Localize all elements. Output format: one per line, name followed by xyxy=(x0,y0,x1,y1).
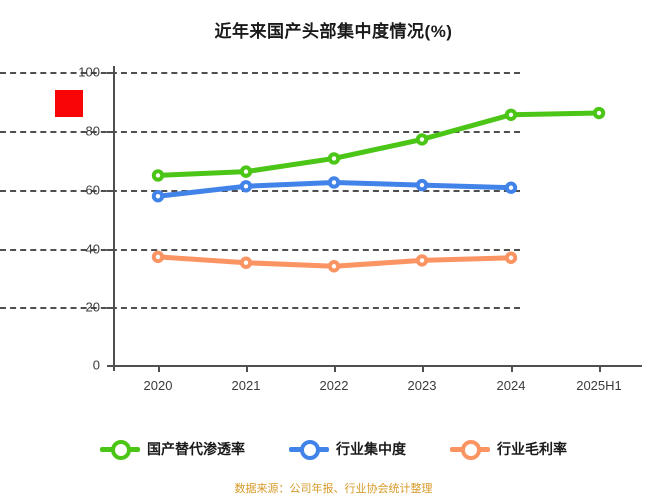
data-point-0-4[interactable] xyxy=(504,108,518,121)
data-point-2-2[interactable] xyxy=(327,260,341,273)
gridline-20 xyxy=(0,307,520,309)
x-tick-mark-2023 xyxy=(422,365,424,372)
data-point-0-1[interactable] xyxy=(239,165,253,178)
y-tick-label-0: 0 xyxy=(92,357,100,373)
chart-legend: 国产替代渗透率 行业集中度 行业毛利率 xyxy=(0,438,667,460)
data-point-0-3[interactable] xyxy=(415,133,429,146)
data-point-2-0[interactable] xyxy=(151,250,165,264)
data-point-2-4[interactable] xyxy=(504,251,518,264)
legend-label-2: 行业毛利率 xyxy=(497,441,567,457)
x-tick-mark-2020 xyxy=(158,365,160,372)
legend-marker-icon-0 xyxy=(100,438,140,460)
chart-footnote: 数据来源：公司年报、行业协会统计整理 xyxy=(234,483,433,495)
series-line-2 xyxy=(155,254,514,269)
x-axis-line xyxy=(107,365,642,367)
gridline-40 xyxy=(0,249,520,251)
legend-item-2[interactable]: 行业毛利率 xyxy=(450,438,567,460)
data-point-1-0[interactable] xyxy=(151,190,165,203)
y-tick-label-80: 80 xyxy=(85,123,100,139)
data-point-1-3[interactable] xyxy=(415,178,429,192)
data-point-0-0[interactable] xyxy=(151,169,165,182)
x-tick-label-2022: 2022 xyxy=(319,378,349,393)
data-point-0-2[interactable] xyxy=(327,152,341,165)
x-tick-label-2020: 2020 xyxy=(143,378,173,393)
x-tick-mark-2025h1 xyxy=(599,365,601,372)
y-tick-label-60: 60 xyxy=(85,182,100,198)
x-tick-label-2025h1: 2025H1 xyxy=(576,378,622,393)
legend-item-1[interactable]: 行业集中度 xyxy=(289,438,406,460)
x-tick-mark-2021 xyxy=(246,365,248,372)
y-tick-mark-40 xyxy=(107,249,114,251)
data-point-2-1[interactable] xyxy=(239,256,253,269)
x-tick-mark-2022 xyxy=(334,365,336,372)
legend-marker-icon-2 xyxy=(450,438,490,460)
redaction-box xyxy=(55,90,83,117)
y-tick-mark-100 xyxy=(107,72,114,74)
series-line-0 xyxy=(155,110,602,178)
x-tick-label-2021: 2021 xyxy=(231,378,261,393)
data-point-1-2[interactable] xyxy=(327,176,341,189)
data-point-0-5[interactable] xyxy=(592,106,606,120)
x-tick-label-2024: 2024 xyxy=(496,378,526,393)
legend-item-0[interactable]: 国产替代渗透率 xyxy=(100,438,245,460)
y-tick-mark-60 xyxy=(107,190,114,192)
data-point-2-3[interactable] xyxy=(415,254,429,267)
x-tick-mark-2024 xyxy=(511,365,513,372)
y-tick-label-100: 100 xyxy=(78,64,100,80)
y-tick-mark-80 xyxy=(107,131,114,133)
x-tick-label-2023: 2023 xyxy=(407,378,437,393)
legend-marker-icon-1 xyxy=(289,438,329,460)
gridline-100 xyxy=(0,72,520,74)
y-tick-mark-20 xyxy=(107,307,114,309)
legend-label-0: 国产替代渗透率 xyxy=(147,441,245,457)
y-tick-mark-0 xyxy=(107,365,114,367)
y-axis-line xyxy=(113,66,115,371)
y-tick-label-20: 20 xyxy=(85,299,100,315)
y-tick-label-40: 40 xyxy=(85,241,100,257)
legend-label-1: 行业集中度 xyxy=(336,441,406,457)
chart-title: 近年来国产头部集中度情况(%) xyxy=(214,22,453,41)
